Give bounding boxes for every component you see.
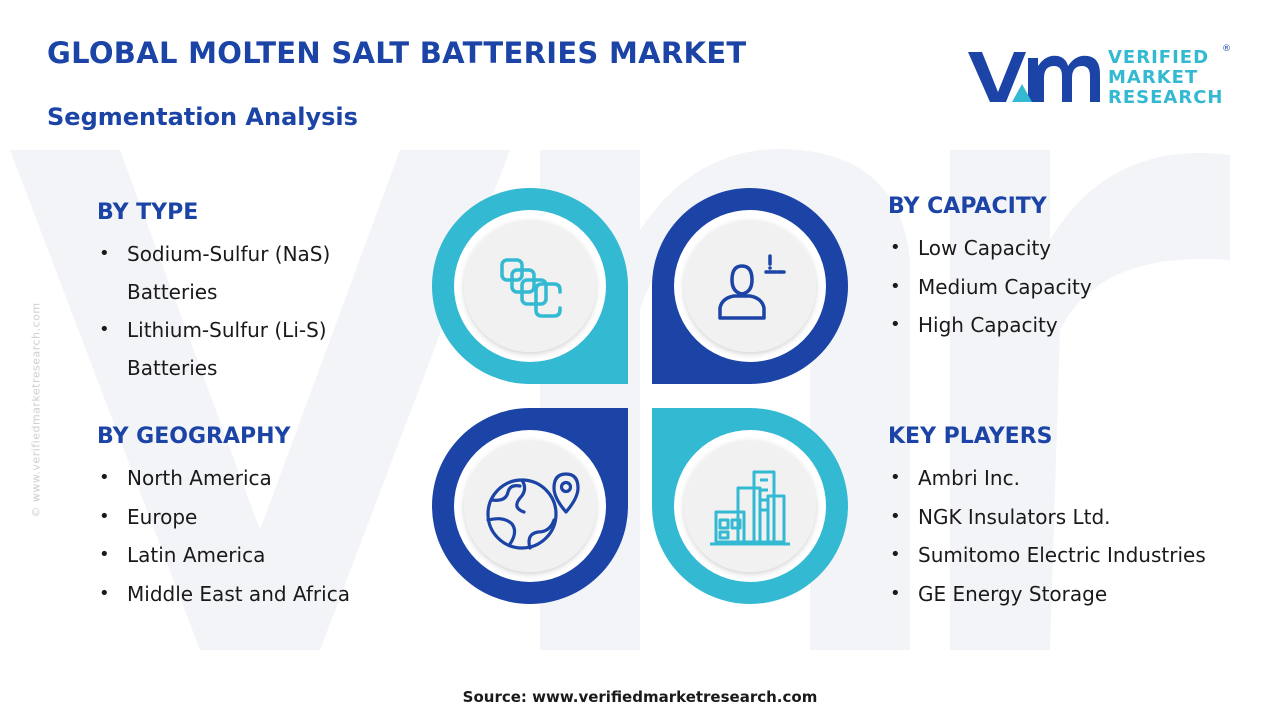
segment-title: KEY PLAYERS (888, 424, 1053, 449)
segment-list: Ambri Inc. NGK Insulators Ltd. Sumitomo … (888, 459, 1248, 613)
list-item: NGK Insulators Ltd. (888, 498, 1248, 537)
list-item: Medium Capacity (888, 268, 1228, 307)
list-item: Low Capacity (888, 229, 1228, 268)
list-item: Europe (97, 498, 417, 537)
list-item: Middle East and Africa (97, 575, 417, 614)
globe-location-icon (486, 472, 580, 550)
company-logo: VERIFIED MARKET RESEARCH ® (966, 44, 1236, 114)
source-citation: Source: www.verifiedmarketresearch.com (462, 688, 818, 706)
list-item: High Capacity (888, 306, 1228, 345)
city-buildings-icon (710, 470, 790, 546)
segment-key-players: KEY PLAYERS Ambri Inc. NGK Insulators Lt… (888, 424, 1248, 613)
user-profile-icon (718, 254, 786, 320)
segment-list: Sodium-Sulfur (NaS) Batteries Lithium-Su… (97, 235, 397, 387)
petal-top-left (432, 188, 628, 384)
list-item: Latin America (97, 536, 417, 575)
vmr-logo-mark-icon (968, 52, 1100, 102)
battery-cells-icon (500, 258, 562, 318)
petal-bottom-left (432, 408, 628, 604)
segment-title: BY TYPE (97, 200, 199, 225)
list-item-continued: Batteries (127, 356, 218, 380)
petal-bottom-right (652, 408, 848, 604)
segment-by-geography: BY GEOGRAPHY North America Europe Latin … (97, 424, 417, 613)
page-title: GLOBAL MOLTEN SALT BATTERIES MARKET (47, 36, 747, 70)
side-watermark: © www.verifiedmarketresearch.com (29, 302, 43, 518)
list-item-continued: Batteries (127, 280, 218, 304)
segment-list: Low Capacity Medium Capacity High Capaci… (888, 229, 1228, 345)
list-item: Sodium-Sulfur (NaS) (97, 235, 397, 273)
page-subtitle: Segmentation Analysis (47, 103, 358, 131)
segment-by-type: BY TYPE Sodium-Sulfur (NaS) Batteries Li… (97, 200, 397, 387)
list-item: GE Energy Storage (888, 575, 1248, 614)
list-item: North America (97, 459, 417, 498)
segment-by-capacity: BY CAPACITY Low Capacity Medium Capacity… (888, 194, 1228, 345)
logo-text: VERIFIED MARKET RESEARCH (1108, 47, 1224, 108)
registered-mark: ® (1222, 44, 1231, 54)
segment-title: BY GEOGRAPHY (97, 424, 291, 449)
segment-title: BY CAPACITY (888, 194, 1047, 219)
list-item: Sumitomo Electric Industries (888, 536, 1248, 575)
segment-list: North America Europe Latin America Middl… (97, 459, 417, 613)
segmentation-graphic (432, 188, 848, 604)
list-item: Ambri Inc. (888, 459, 1248, 498)
list-item: Lithium-Sulfur (Li-S) (97, 311, 397, 349)
